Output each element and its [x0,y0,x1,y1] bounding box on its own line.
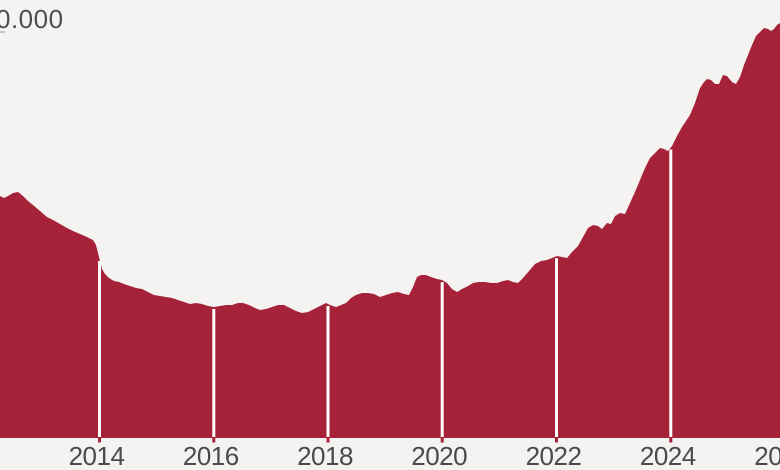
x-axis-ticks [98,437,673,443]
axis-tick-2018 [326,437,330,443]
axis-tick-2024 [669,437,673,443]
axis-tick-2016 [212,437,216,443]
y-axis-top-label: 0.000 [0,4,64,34]
y-axis-edge-tick [0,31,5,33]
area-series [0,23,780,438]
axis-tick-2014 [98,437,101,443]
year-gridlines [98,149,673,438]
axis-tick-2020 [440,437,444,443]
axis-tick-2022 [555,437,558,443]
